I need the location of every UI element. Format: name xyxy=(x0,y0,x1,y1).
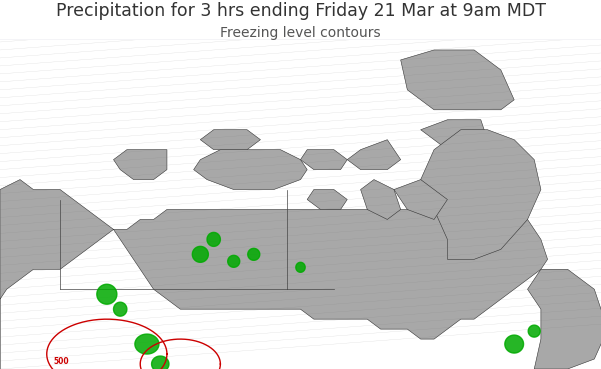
Polygon shape xyxy=(528,325,540,337)
Polygon shape xyxy=(114,302,127,316)
Polygon shape xyxy=(296,262,305,272)
Text: Precipitation for 3 hrs ending Friday 21 Mar at 9am MDT: Precipitation for 3 hrs ending Friday 21… xyxy=(55,2,546,20)
Polygon shape xyxy=(151,356,169,369)
Polygon shape xyxy=(228,255,240,267)
Text: Freezing level contours: Freezing level contours xyxy=(220,26,381,40)
Polygon shape xyxy=(97,284,117,304)
Text: 500: 500 xyxy=(53,357,69,366)
Polygon shape xyxy=(505,335,523,353)
Polygon shape xyxy=(135,334,159,354)
Polygon shape xyxy=(248,248,260,261)
Polygon shape xyxy=(207,232,221,246)
Polygon shape xyxy=(192,246,209,262)
